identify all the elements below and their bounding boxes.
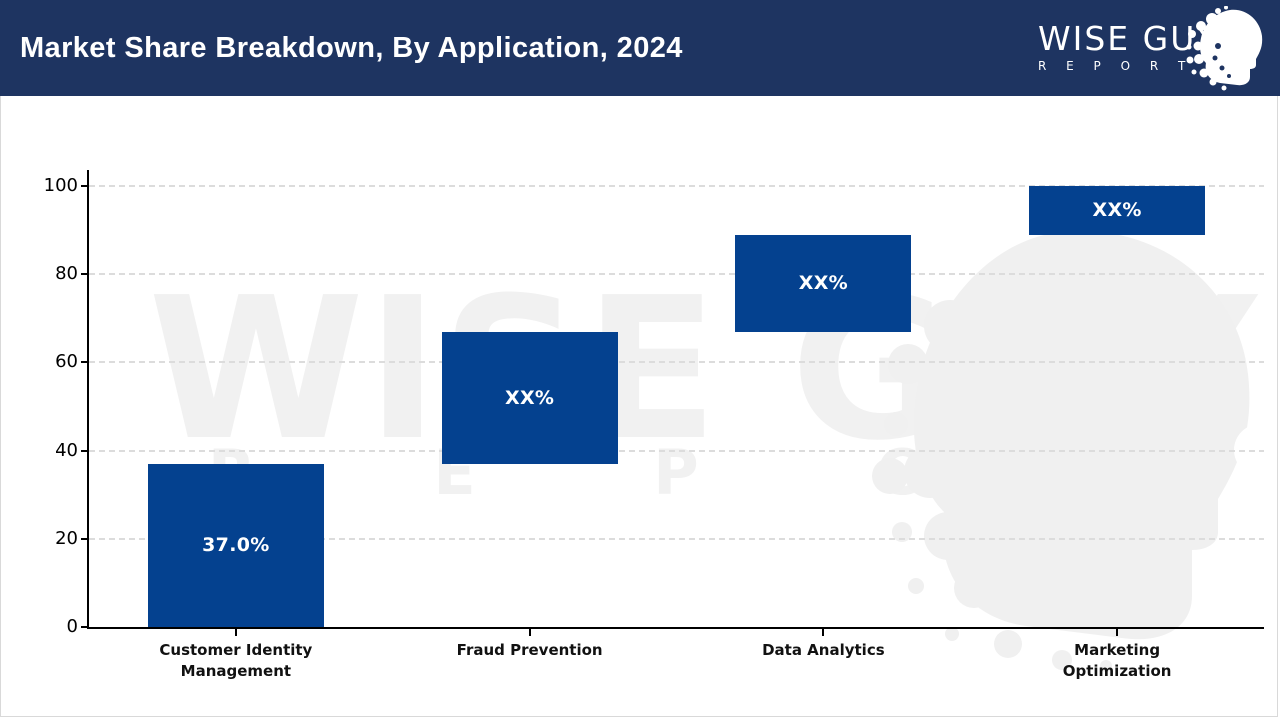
logo-subtext: R E P O R T S xyxy=(1038,59,1221,73)
gridline-100 xyxy=(89,185,1264,187)
x-axis-tick-mark xyxy=(822,629,825,636)
y-axis-tick-label: 20 xyxy=(55,527,78,549)
bar-value-label: 37.0% xyxy=(202,534,270,557)
y-axis-tick-label: 0 xyxy=(66,616,78,637)
gridline-40 xyxy=(89,449,1264,452)
logo-text: WISE GUY R E P O R T S xyxy=(1038,19,1221,74)
bar-segment: XX% xyxy=(1029,186,1206,235)
y-axis-tick-label: 40 xyxy=(55,439,78,461)
x-axis-category-label: Fraud Prevention xyxy=(456,641,603,659)
x-axis-category-label: Data Analytics xyxy=(762,641,885,659)
y-axis-tick-mark xyxy=(81,273,89,276)
y-axis-tick-mark xyxy=(81,449,89,452)
bar-value-label: XX% xyxy=(1092,199,1142,222)
y-axis-tick-label: 60 xyxy=(55,351,78,373)
logo-wordmark: WISE GUY xyxy=(1038,19,1219,58)
y-axis-tick-mark xyxy=(81,185,89,187)
bar-segment: XX% xyxy=(735,234,912,332)
x-axis-tick-mark xyxy=(1116,629,1119,636)
y-axis-tick-mark xyxy=(81,626,89,628)
gridline-60 xyxy=(89,361,1264,364)
bar-segment: 37.0% xyxy=(147,463,324,627)
x-axis-category-label: Marketing Optimization xyxy=(1062,641,1172,680)
chart-title: Market Share Breakdown, By Application, … xyxy=(20,31,683,64)
y-axis-tick-label: 100 xyxy=(43,175,78,196)
background-watermark: WISE GUY R E P O R T S xyxy=(0,96,1280,720)
y-axis-line xyxy=(87,170,89,629)
x-axis-category-label: Customer Identity Management xyxy=(159,641,313,680)
x-axis-tick-mark xyxy=(528,629,531,636)
watermark-face-icon xyxy=(872,230,1276,672)
bar-value-label: XX% xyxy=(505,386,555,409)
gridline-20 xyxy=(89,537,1264,540)
bar-value-label: XX% xyxy=(798,272,848,294)
x-axis-tick-mark xyxy=(234,629,237,636)
wise-guy-reports-logo: WISE GUY R E P O R T S xyxy=(1016,0,1266,96)
bar-segment: XX% xyxy=(441,331,618,464)
y-axis-tick-mark xyxy=(81,361,89,364)
header-bar: Market Share Breakdown, By Application, … xyxy=(0,0,1280,96)
y-axis-tick-mark xyxy=(81,537,89,540)
y-axis-tick-label: 80 xyxy=(55,263,78,285)
gridline-80 xyxy=(89,273,1264,276)
logo-face-icon xyxy=(1186,6,1263,91)
x-axis-line xyxy=(87,627,1264,629)
